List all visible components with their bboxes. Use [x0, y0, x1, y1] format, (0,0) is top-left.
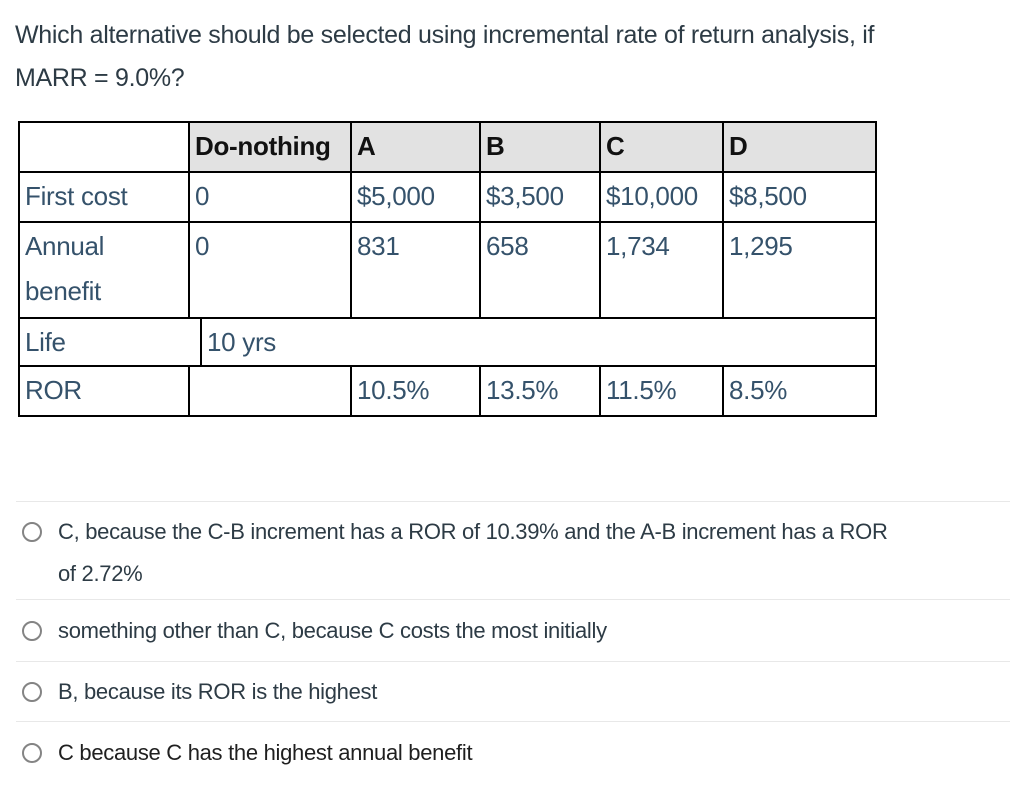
- answer-option-label[interactable]: something other than C, because C costs …: [58, 618, 607, 643]
- table-cell: 0: [190, 173, 352, 221]
- table-row-annual-benefit: Annual benefit 0 831 658 1,734 1,295: [20, 223, 875, 319]
- table-header-row: Do-nothing A B C D: [20, 123, 875, 173]
- radio-button[interactable]: [22, 682, 42, 702]
- answer-option-1[interactable]: C, because the C-B increment has a ROR o…: [16, 501, 1010, 599]
- table-cell: 11.5%: [601, 367, 724, 415]
- row-label: Life: [20, 319, 202, 365]
- question-line-2: MARR = 9.0%?: [15, 64, 185, 92]
- table-header-a: A: [352, 123, 481, 171]
- table-header-d: D: [724, 123, 875, 171]
- answer-option-3[interactable]: B, because its ROR is the highest: [16, 661, 1010, 721]
- answer-option-2[interactable]: something other than C, because C costs …: [16, 599, 1010, 661]
- table-cell: 13.5%: [481, 367, 601, 415]
- row-label: Annual benefit: [20, 223, 190, 317]
- table-header-c: C: [601, 123, 724, 171]
- table-header-b: B: [481, 123, 601, 171]
- radio-button[interactable]: [22, 743, 42, 763]
- table-cell: $8,500: [729, 181, 807, 211]
- table-cell: 0: [190, 223, 352, 317]
- table-header-corner: [20, 123, 190, 171]
- table-cell: [190, 367, 352, 415]
- table-cell: $10,000: [601, 173, 724, 221]
- answer-options: C, because the C-B increment has a ROR o…: [16, 501, 1010, 794]
- answer-option-label[interactable]: B, because its ROR is the highest: [58, 679, 378, 704]
- table-header-do-nothing: Do-nothing: [190, 123, 352, 171]
- table-row-ror: ROR 10.5% 13.5% 11.5% 8.5%: [20, 367, 875, 415]
- answer-option-label[interactable]: C, because the C-B increment has a ROR o…: [58, 519, 888, 586]
- table-cell: 8.5%: [729, 375, 788, 405]
- table-row-first-cost: First cost 0 $5,000 $3,500 $10,000 $8,50…: [20, 173, 875, 223]
- radio-button[interactable]: [22, 621, 42, 641]
- table-cell: 831: [352, 223, 481, 317]
- table-row-life: Life 10 yrs: [20, 319, 875, 367]
- question-text: Which alternative should be selected usi…: [15, 14, 1027, 100]
- table-cell: $5,000: [352, 173, 481, 221]
- table-cell: 1,295: [729, 231, 793, 261]
- table-cell: 1,734: [601, 223, 724, 317]
- row-label: First cost: [20, 173, 190, 221]
- alternatives-table: Do-nothing A B C D First cost 0 $5,000 $…: [18, 121, 877, 417]
- answer-option-4[interactable]: C because C has the highest annual benef…: [16, 721, 1010, 794]
- table-cell: $3,500: [481, 173, 601, 221]
- radio-button[interactable]: [22, 522, 42, 542]
- question-line-1: Which alternative should be selected usi…: [15, 21, 875, 49]
- table-cell: 658: [481, 223, 601, 317]
- row-label: ROR: [20, 367, 190, 415]
- table-cell-life-merged: 10 yrs: [207, 327, 277, 357]
- table-cell: 10.5%: [352, 367, 481, 415]
- answer-option-label[interactable]: C because C has the highest annual benef…: [58, 740, 473, 765]
